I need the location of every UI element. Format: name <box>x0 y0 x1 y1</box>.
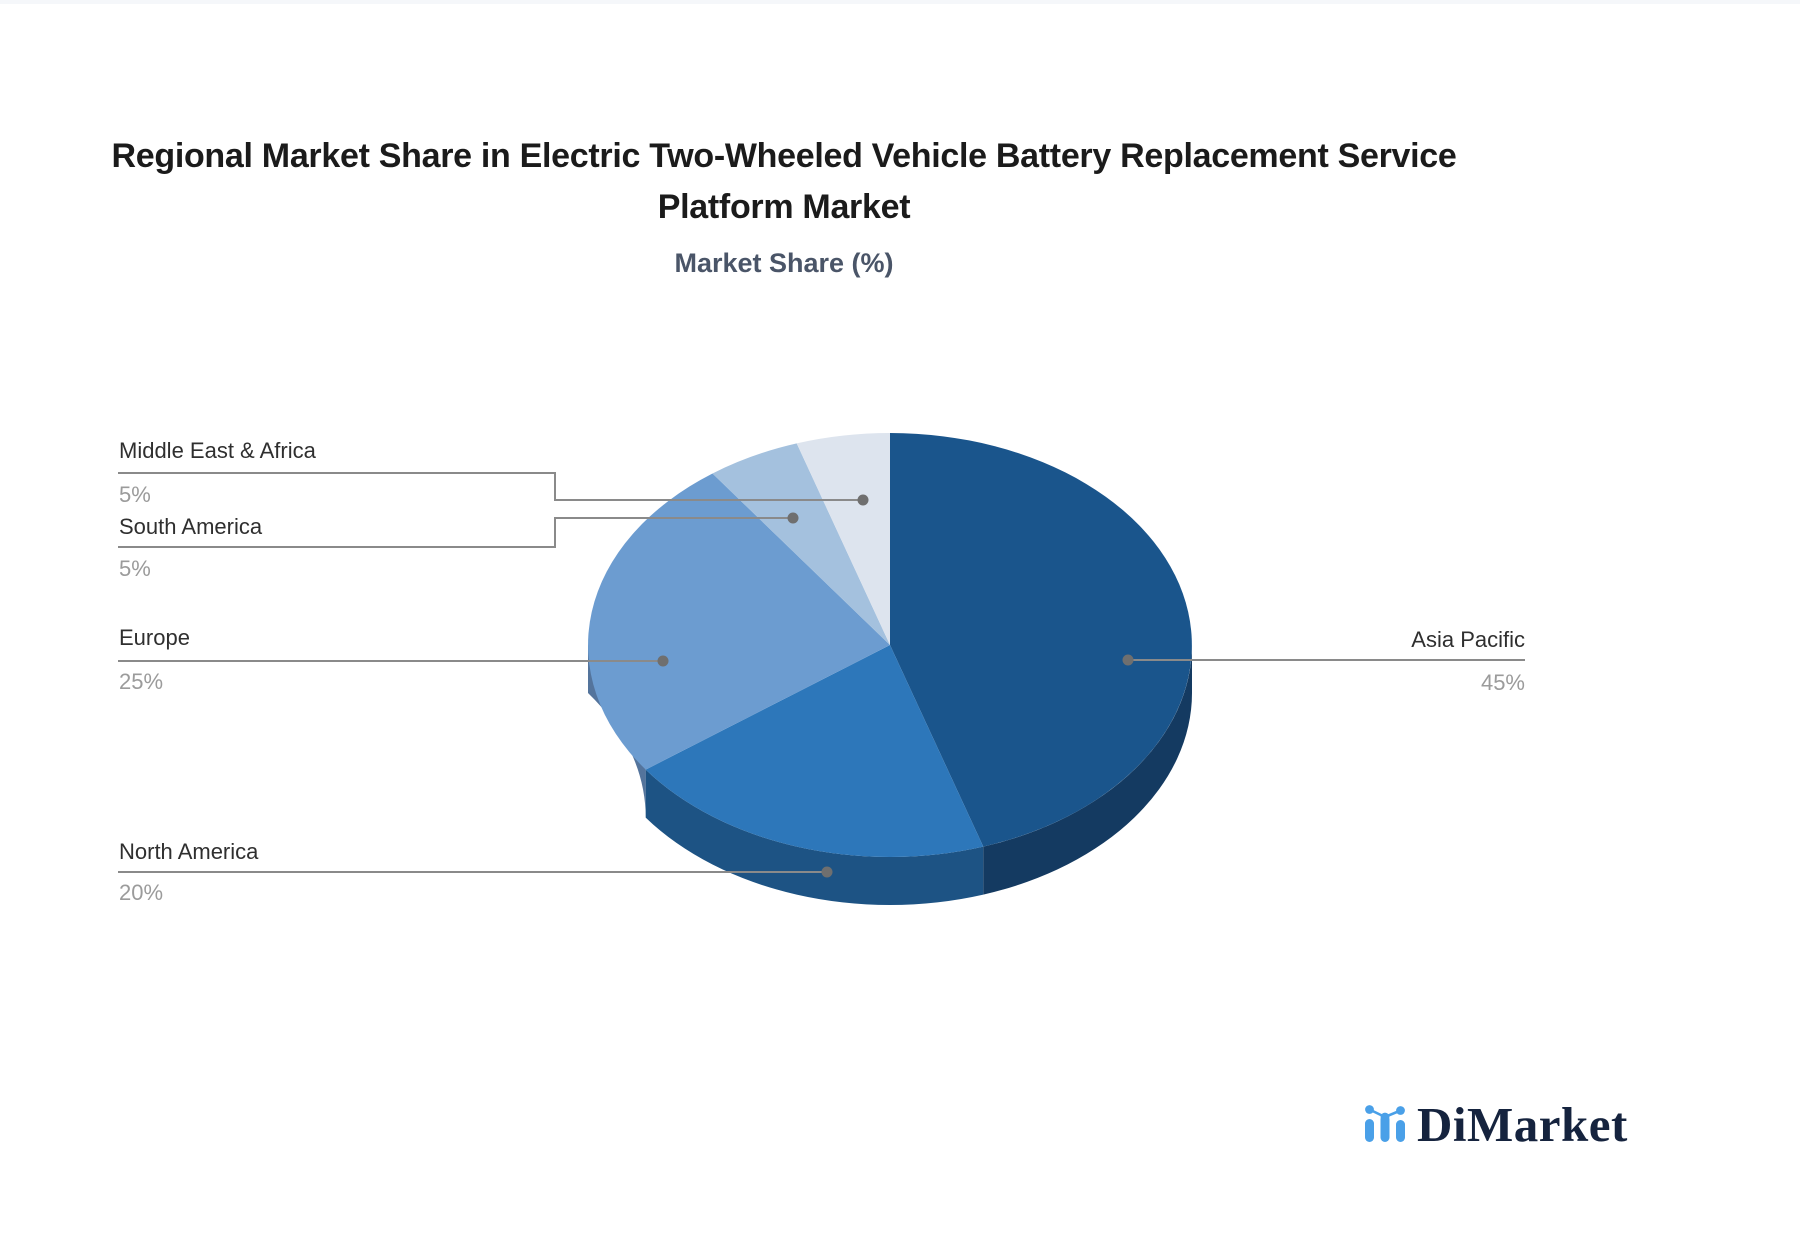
pie-slice-south-america[interactable] <box>712 443 891 645</box>
chart-subtitle: Market Share (%) <box>674 248 894 278</box>
dimarket-logo-icon <box>1365 1105 1405 1142</box>
pie-slice-north-america[interactable] <box>645 645 984 857</box>
pie-slice-middle-east-africa[interactable] <box>796 433 890 645</box>
leader-dot-asia-pacific <box>1122 654 1134 666</box>
callout-value-north-america: 20% <box>119 880 164 905</box>
chart-title: Regional Market Share in Electric Two-Wh… <box>0 131 1568 233</box>
leader-line-south-america <box>118 517 793 548</box>
callout-label-asia-pacific: Asia Pacific <box>1411 627 1525 652</box>
callout-label-north-america: North America <box>119 839 259 864</box>
leader-dot-middle-east-africa <box>857 494 869 506</box>
callout-label-middle-east-africa: Middle East & Africa <box>119 438 316 463</box>
top-strip <box>0 0 1800 4</box>
logo-trend-dots <box>1365 1105 1405 1122</box>
callout-value-asia-pacific: 45% <box>1480 670 1525 695</box>
chart-title-line-2: Platform Market <box>657 188 911 226</box>
callout-label-europe: Europe <box>119 625 190 650</box>
chart-title-line-1: Regional Market Share in Electric Two-Wh… <box>111 137 1457 175</box>
leader-dot-europe <box>657 655 669 667</box>
pie-slice-asia-pacific[interactable] <box>890 433 1192 847</box>
leader-dot-north-america <box>821 866 833 878</box>
callout-label-south-america: South America <box>119 514 263 539</box>
pie-rim-asia-pacific <box>983 645 1192 895</box>
leader-dot-south-america <box>787 512 799 524</box>
leader-line-middle-east-africa <box>118 472 863 501</box>
callout-value-europe: 25% <box>119 669 164 694</box>
logo-bars <box>1365 1115 1405 1142</box>
callout-value-south-america: 5% <box>119 556 151 581</box>
pie-slice-europe[interactable] <box>588 473 890 770</box>
callout-value-middle-east-africa: 5% <box>119 482 151 507</box>
dimarket-logo-text: DiMarket <box>1417 1097 1628 1152</box>
